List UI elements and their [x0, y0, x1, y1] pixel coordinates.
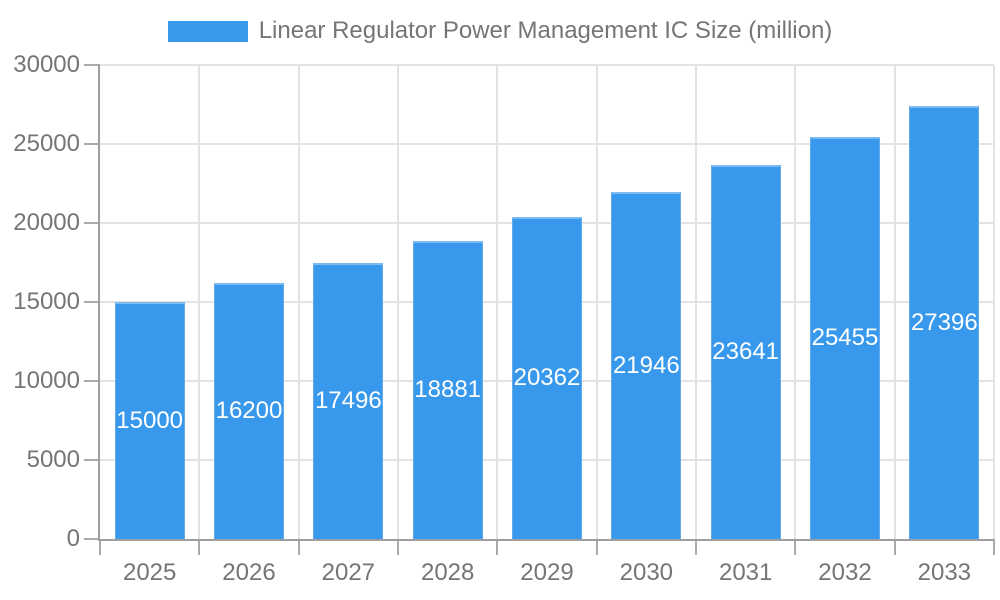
y-tick	[84, 64, 100, 66]
y-axis-label: 30000	[13, 51, 80, 78]
x-axis-label: 2033	[917, 559, 972, 586]
bar-2031[interactable]	[710, 165, 781, 539]
v-gridline	[695, 65, 697, 539]
v-gridline	[993, 65, 995, 539]
y-tick	[84, 380, 100, 382]
x-axis-line	[98, 539, 994, 541]
y-axis-label: 0	[66, 525, 80, 552]
y-axis-label: 15000	[13, 288, 80, 315]
v-gridline	[198, 65, 201, 539]
y-axis-label: 10000	[13, 367, 80, 394]
x-tick	[198, 539, 201, 555]
y-axis-label: 25000	[13, 130, 80, 157]
x-tick	[893, 539, 896, 555]
x-axis-label: 2026	[222, 559, 276, 586]
y-tick	[84, 538, 100, 540]
v-gridline	[297, 65, 300, 539]
y-tick	[84, 301, 100, 303]
bar-2026[interactable]	[214, 283, 284, 539]
legend-label: Linear Regulator Power Management IC Siz…	[258, 17, 833, 44]
x-tick	[993, 539, 995, 555]
x-tick	[496, 539, 499, 555]
legend-swatch	[167, 20, 248, 42]
x-axis-label: 2031	[718, 559, 773, 586]
x-tick	[595, 539, 598, 555]
x-tick	[99, 539, 101, 555]
bar-2032[interactable]	[810, 136, 880, 539]
y-tick	[84, 222, 100, 224]
x-tick	[695, 539, 697, 555]
bar-2025[interactable]	[114, 302, 185, 539]
v-gridline	[893, 65, 896, 539]
h-gridline	[100, 64, 994, 66]
y-tick	[84, 459, 100, 461]
x-axis-label: 2030	[619, 559, 674, 586]
legend-item[interactable]: Linear Regulator Power Management IC Siz…	[0, 14, 1000, 48]
y-tick	[84, 143, 100, 145]
h-gridline	[100, 143, 994, 145]
x-axis-label: 2029	[520, 559, 574, 586]
x-axis-label: 2032	[818, 559, 872, 586]
y-axis-label: 5000	[26, 446, 80, 473]
bar-2027[interactable]	[313, 262, 384, 539]
x-axis-label: 2028	[420, 559, 475, 586]
bar-2033[interactable]	[909, 106, 980, 539]
v-gridline	[496, 65, 499, 539]
bar-2030[interactable]	[611, 192, 682, 539]
y-axis-label: 20000	[13, 209, 80, 236]
v-gridline	[397, 65, 399, 539]
bar-2028[interactable]	[412, 240, 483, 539]
v-gridline	[794, 65, 797, 539]
x-tick	[397, 539, 399, 555]
y-axis-line	[98, 65, 100, 541]
x-axis-label: 2025	[122, 559, 177, 586]
v-gridline	[595, 65, 598, 539]
x-axis-label: 2027	[321, 559, 376, 586]
bar-2029[interactable]	[512, 217, 582, 539]
x-tick	[794, 539, 797, 555]
x-tick	[297, 539, 300, 555]
